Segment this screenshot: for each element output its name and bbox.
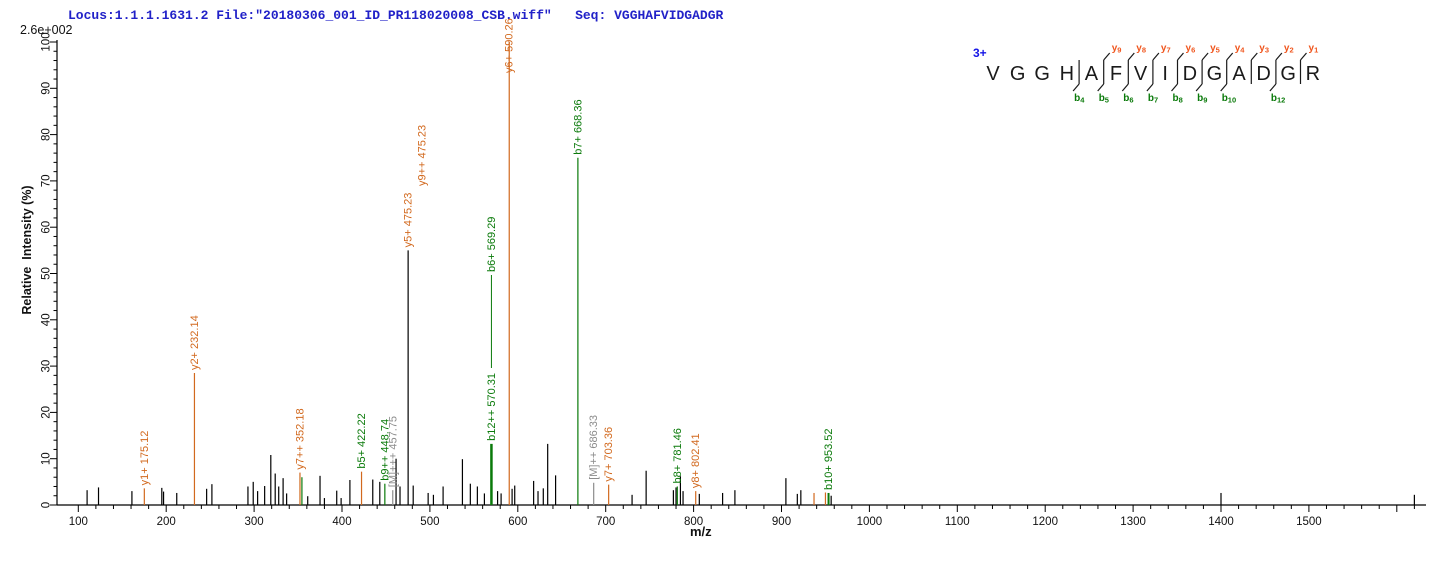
svg-text:1200: 1200	[1032, 516, 1058, 528]
svg-text:800: 800	[684, 516, 703, 528]
cleavage-mark	[1121, 52, 1135, 92]
svg-text:1300: 1300	[1120, 516, 1146, 528]
x-axis-ticks: 100 200 300 400 500 600 700 800 900 1000 1100 1200 1…	[69, 505, 1415, 528]
sequence-residue: A	[1085, 63, 1099, 85]
sequence-residue: G	[1010, 63, 1026, 85]
b-ion-label: b5	[1099, 93, 1109, 105]
b-ion-label: b4	[1074, 93, 1085, 105]
svg-text:900: 900	[772, 516, 791, 528]
sequence-residue: G	[1034, 63, 1050, 85]
peak-label: b12++ 570.31	[486, 373, 498, 441]
y-ion-label: y6	[1186, 43, 1196, 55]
svg-text:600: 600	[508, 516, 527, 528]
sequence-residue: R	[1306, 63, 1320, 85]
y-ion-label: y2	[1284, 43, 1294, 55]
peak-label: b5+ 422.22	[356, 413, 368, 468]
peak-label: y1+ 175.12	[139, 431, 151, 486]
cleavage-mark	[1072, 60, 1080, 92]
peak-labels: y1+ 175.12 y2+ 232.14 y7++ 352.18 b5+ 422.2…	[139, 18, 835, 490]
peak-label: y9++ 475.23	[417, 125, 429, 186]
peaks-layer	[86, 42, 1415, 505]
y-ion-label: y9	[1112, 43, 1122, 55]
sequence-residue: G	[1207, 63, 1223, 85]
svg-text:400: 400	[332, 516, 351, 528]
sequence-residue: V	[986, 63, 1000, 85]
cleavage-mark	[1146, 52, 1160, 92]
sequence-residue: V	[1134, 63, 1148, 85]
svg-text:0: 0	[41, 502, 53, 508]
svg-text:20: 20	[41, 406, 53, 419]
peak-label: y2+ 232.14	[189, 315, 201, 370]
svg-text:500: 500	[420, 516, 439, 528]
peak-label: y7+ 703.36	[603, 427, 615, 482]
peak-label: [M]++ 686.33	[588, 415, 600, 480]
y-ion-label: y4	[1235, 43, 1246, 55]
cleavage-mark	[1250, 52, 1258, 84]
y-ion-label: y3	[1259, 43, 1269, 55]
y-ion-label: y5	[1210, 43, 1220, 55]
sequence-residue: H	[1060, 63, 1074, 85]
sequence-residue: G	[1280, 63, 1296, 85]
sequence-annotation: 3+V G G H A F V I D G A D G Rb4y9b5y8b6y7b7y6b8y5b9y4…	[973, 43, 1320, 105]
b-ion-label: b9	[1197, 93, 1207, 105]
svg-text:10: 10	[41, 452, 53, 465]
svg-text:60: 60	[41, 221, 53, 234]
svg-text:200: 200	[157, 516, 176, 528]
sequence-residue: F	[1110, 63, 1122, 85]
header-info: Locus:1.1.1.1631.2 File:"20180306_001_ID…	[68, 8, 724, 23]
b-ion-label: b10	[1222, 93, 1236, 105]
peak-label: b8+ 781.46	[672, 428, 684, 483]
y-ion-label: y1	[1309, 43, 1319, 55]
svg-text:1400: 1400	[1208, 516, 1234, 528]
svg-text:1000: 1000	[857, 516, 883, 528]
cleavage-mark	[1195, 52, 1209, 92]
b-ion-label: b6	[1123, 93, 1133, 105]
cleavage-mark	[1299, 52, 1307, 84]
y-axis-ticks: 0 10 20 30 40 50 60 70 80 90 100	[41, 32, 57, 508]
svg-text:50: 50	[41, 267, 53, 280]
svg-text:1500: 1500	[1296, 516, 1322, 528]
svg-text:100: 100	[69, 516, 88, 528]
cleavage-mark	[1269, 52, 1283, 92]
sequence-residue: I	[1162, 63, 1168, 85]
cleavage-mark	[1171, 52, 1184, 92]
b-ion-label: b8	[1173, 93, 1183, 105]
sequence-residue: D	[1256, 63, 1270, 85]
b-ion-label: b7	[1148, 93, 1158, 105]
svg-text:40: 40	[41, 313, 53, 326]
svg-text:30: 30	[41, 360, 53, 373]
peak-label: y7++ 352.18	[294, 408, 306, 469]
sequence-residue: D	[1183, 63, 1197, 85]
peak-label: b10+ 953.52	[823, 428, 835, 489]
peak-label: b7+ 668.36	[572, 99, 584, 154]
svg-text:90: 90	[41, 82, 53, 95]
b-ion-label: b12	[1271, 93, 1285, 105]
peak-label: b6+ 569.29	[486, 217, 498, 272]
svg-text:700: 700	[596, 516, 615, 528]
cleavage-mark	[1220, 52, 1234, 92]
cleavage-mark	[1097, 52, 1111, 92]
sequence-residue: A	[1232, 63, 1246, 85]
svg-text:300: 300	[245, 516, 264, 528]
y-ion-label: y8	[1136, 43, 1146, 55]
svg-text:1100: 1100	[945, 516, 970, 528]
peak-label: y6+ 590.26	[504, 18, 516, 73]
svg-text:70: 70	[41, 175, 53, 188]
sequence-charge-label: 3+	[973, 46, 987, 60]
y-axis-title: Relative Intensity (%)	[20, 185, 34, 315]
y-ion-label: y7	[1161, 43, 1171, 55]
peak-label: y5+ 475.23	[403, 193, 415, 248]
axes	[56, 40, 1426, 506]
svg-text:100: 100	[41, 32, 53, 51]
intensity-scale-label: 2.6e+002	[20, 23, 73, 37]
peak-label: b9++ 448.74	[379, 419, 391, 481]
peak-label: [M]+++ 457.75	[387, 416, 399, 487]
peak-label: y8+ 802.41	[690, 433, 702, 488]
x-axis-title: m/z	[690, 524, 712, 539]
svg-text:80: 80	[41, 128, 53, 141]
